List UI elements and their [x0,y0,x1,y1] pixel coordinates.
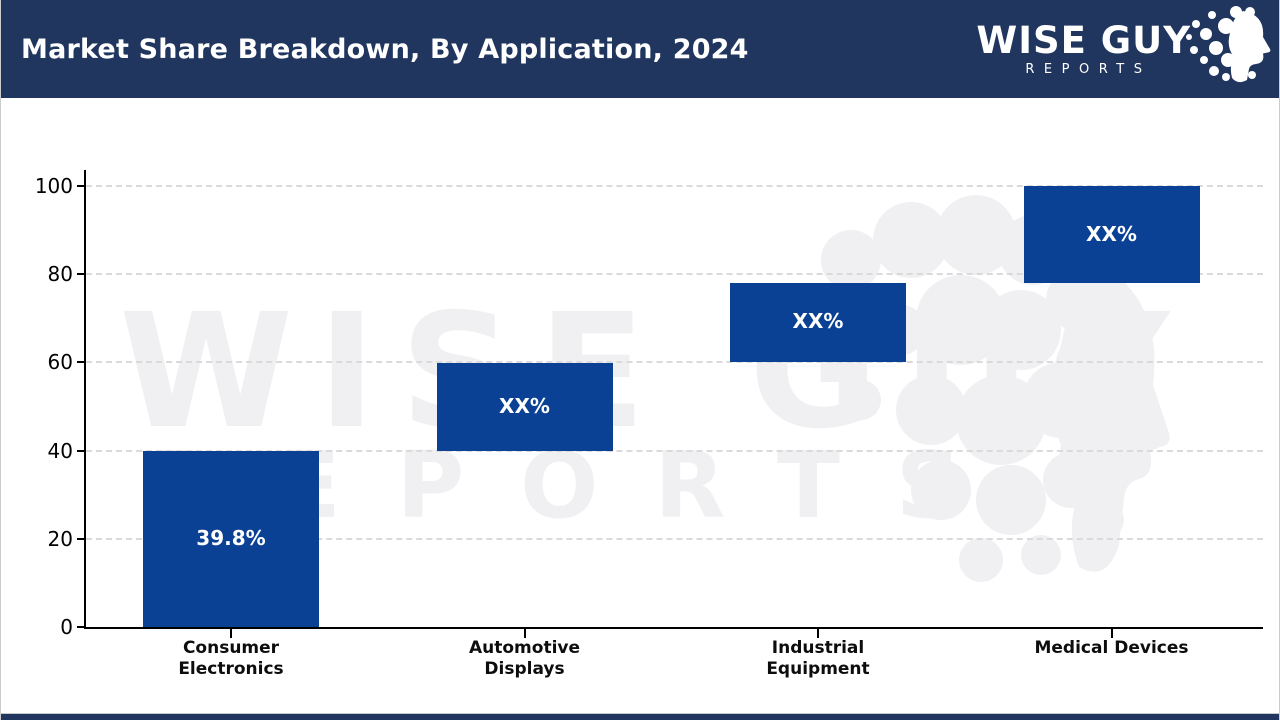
y-tick-mark-80 [77,273,86,276]
bar-value-label-2: XX% [499,394,550,419]
y-tick-label-20: 20 [47,526,73,551]
bar-4 [1023,186,1200,284]
x-axis-line [84,627,1263,629]
logo-subtitle: REPORTS [1025,61,1152,77]
y-tick-label-0: 0 [60,615,73,639]
x-category-label-1: Consumer Electronics [111,638,351,680]
y-tick-mark-40 [77,449,86,452]
x-tick-mark-4 [1110,629,1113,638]
bar-value-label-3: XX% [792,309,844,334]
bar-3 [730,283,906,362]
x-category-label-line: Medical Devices [1034,638,1189,658]
x-category-label-3: Industrial Equipment [698,638,938,680]
bar-1 [143,451,319,627]
gridline-y-60 [86,361,1263,364]
gridline-y-40 [86,449,1263,452]
footer-bar [1,713,1279,720]
brand-logo: WISE GUY REPORTS [976,2,1273,96]
gridline-y-80 [86,273,1263,276]
y-tick-mark-60 [77,361,86,364]
logo-face-icon [1186,6,1271,83]
gridline-y-100 [86,185,1263,187]
y-tick-mark-20 [77,537,86,540]
gridline-y-20 [86,537,1263,540]
logo-wordmark: WISE GUY [976,18,1191,62]
x-tick-mark-3 [817,629,819,638]
header-bar: Market Share Breakdown, By Application, … [1,0,1279,98]
y-tick-label-100: 100 [34,174,73,198]
bar-value-label-4: XX% [1086,221,1137,246]
y-tick-label-60: 60 [47,350,73,375]
y-axis-line [84,170,86,629]
x-category-label-line: Electronics [178,659,284,679]
x-category-label-line: Automotive [468,638,581,658]
y-tick-mark-100 [77,185,86,187]
y-tick-mark-0 [77,626,86,628]
x-category-label-line: Consumer [182,638,280,658]
x-tick-mark-2 [523,629,526,638]
x-category-label-4: Medical Devices [992,638,1232,659]
x-category-label-line: Displays [484,659,565,679]
chart-title: Market Share Breakdown, By Application, … [21,33,749,65]
x-tick-mark-1 [230,629,232,638]
bar-value-label-1: 39.8% [196,526,266,551]
brand-logo-text: WISE GUY REPORTS [976,18,1191,77]
bar-2 [436,363,613,452]
x-category-label-2: Automotive Displays [405,638,645,680]
y-tick-label-40: 40 [47,438,73,463]
x-category-label-line: Equipment [766,659,870,679]
x-category-label-line: Industrial [771,638,865,658]
y-tick-label-80: 80 [47,262,73,287]
